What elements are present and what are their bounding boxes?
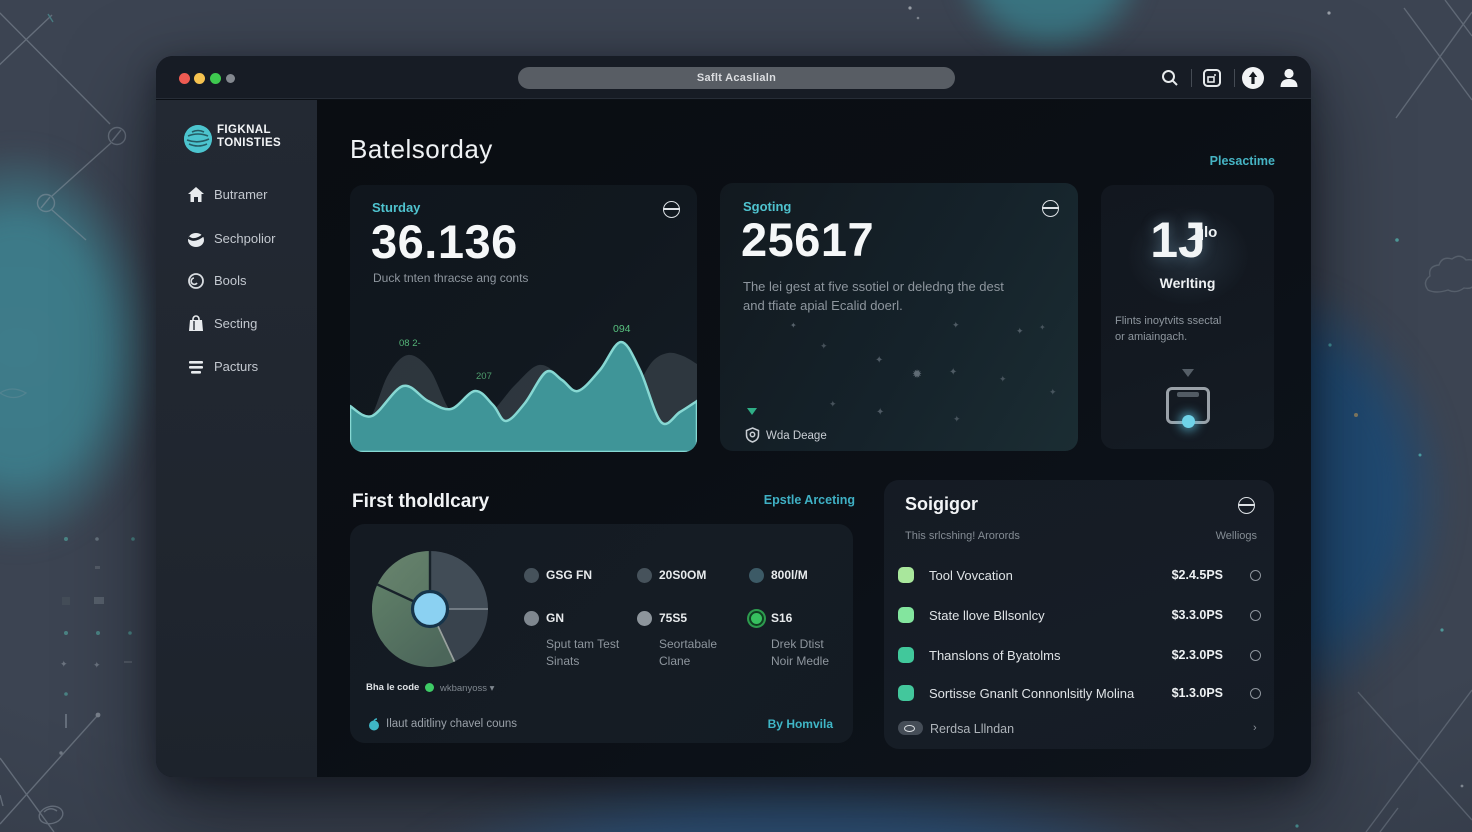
svg-text:08 2-: 08 2- (399, 338, 421, 349)
svg-text:094: 094 (613, 323, 631, 335)
svg-text:✦: ✦ (60, 659, 68, 669)
svg-text:207: 207 (476, 371, 492, 382)
svg-text:✦: ✦ (93, 660, 101, 670)
